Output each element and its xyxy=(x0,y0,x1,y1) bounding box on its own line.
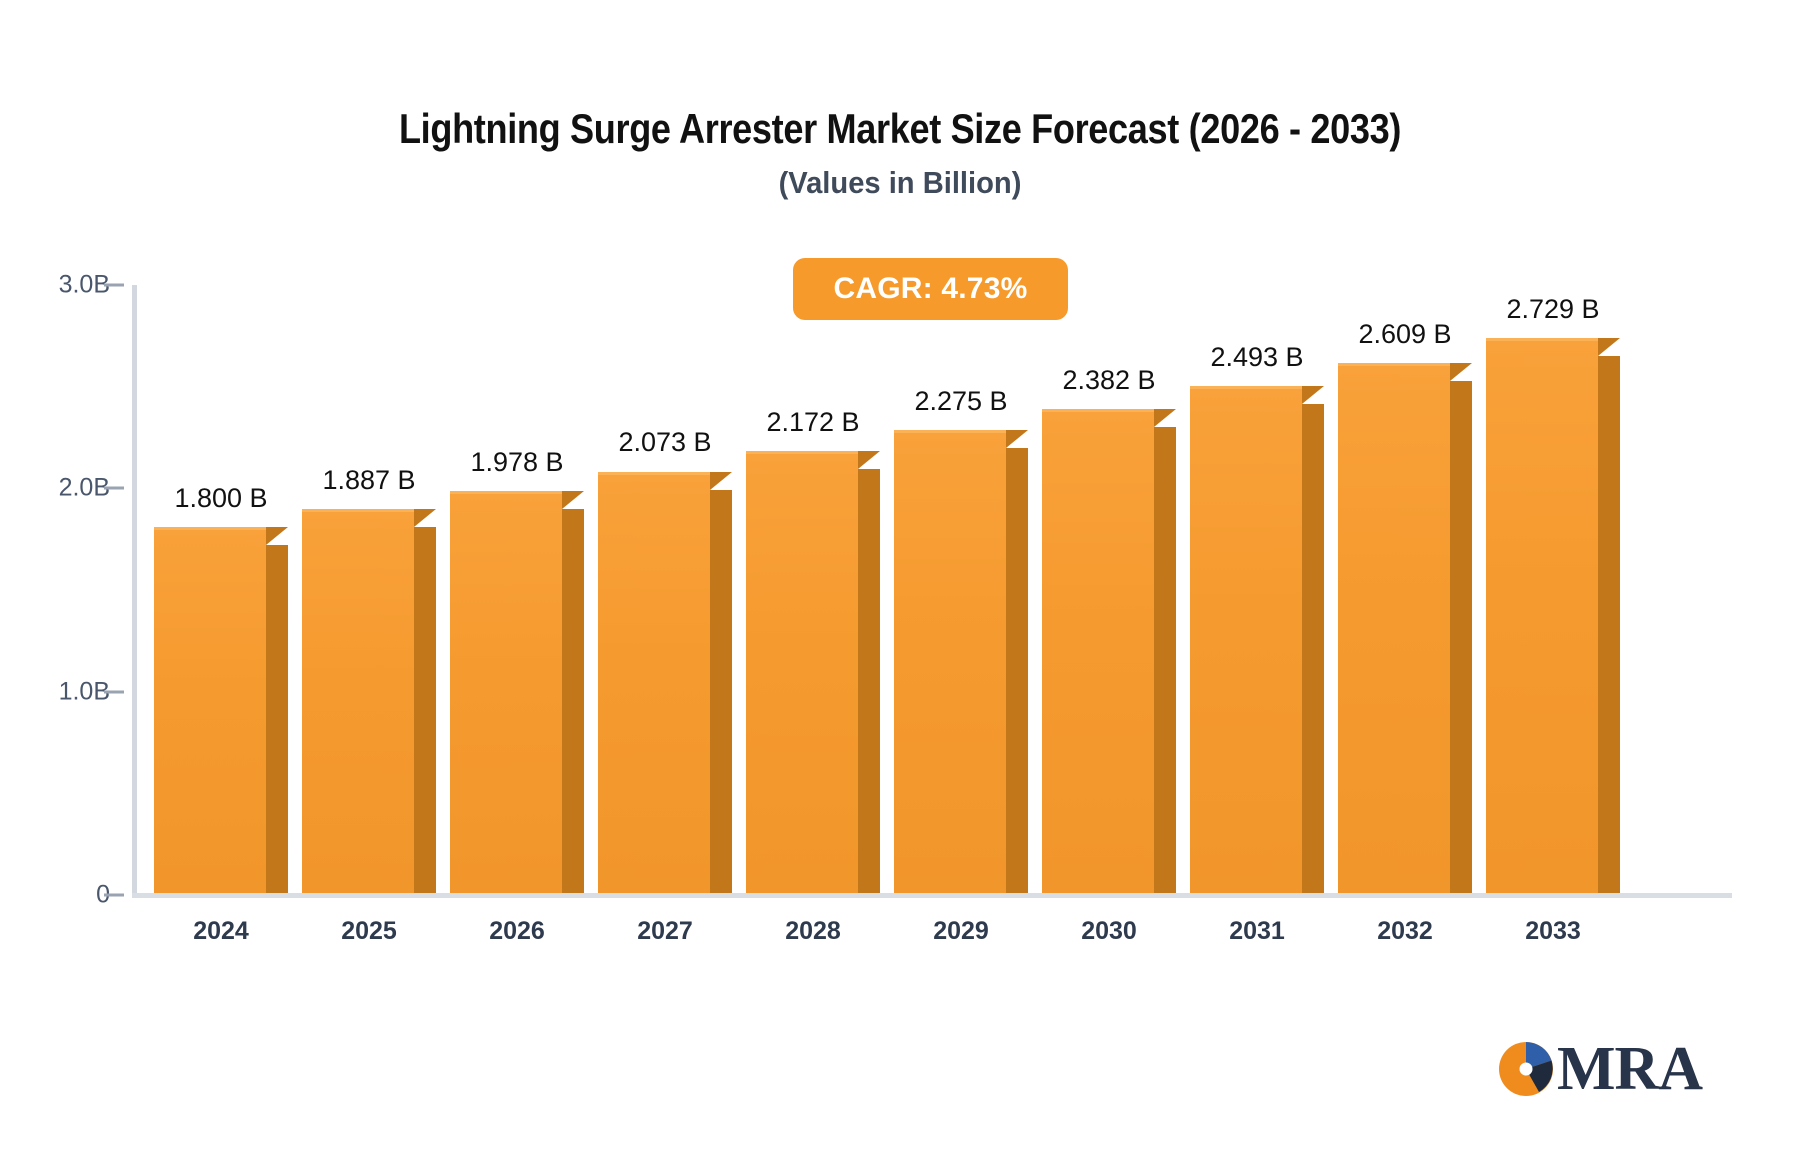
bar-front-face xyxy=(1338,362,1450,893)
x-axis-line xyxy=(132,893,1732,898)
bar[interactable] xyxy=(1042,408,1176,893)
bar[interactable] xyxy=(302,509,436,893)
bar-bevel xyxy=(1598,338,1620,357)
bar-front-face xyxy=(1190,386,1302,893)
y-axis-tick-label: 3.0B xyxy=(58,270,110,299)
bar-bevel xyxy=(414,509,436,528)
x-axis-tick-label: 2032 xyxy=(1377,917,1433,945)
bar[interactable] xyxy=(1190,386,1324,893)
y-axis-tick-label: 0 xyxy=(0,881,110,910)
bar[interactable] xyxy=(1338,362,1472,893)
bar[interactable] xyxy=(598,471,732,893)
y-axis-tick-mark xyxy=(104,486,124,490)
bar-front-face xyxy=(1042,408,1154,893)
bar-value-label: 1.800 B xyxy=(174,483,268,513)
bar-value-label: 2.493 B xyxy=(1210,342,1304,373)
bar-side-panel xyxy=(1598,356,1620,893)
x-axis-tick-label: 2026 xyxy=(489,917,545,945)
bar-value-label: 1.978 B xyxy=(470,446,564,477)
x-axis-tick-label: 2024 xyxy=(193,917,249,945)
bar-top-highlight xyxy=(302,509,414,513)
x-axis-tick-label: 2030 xyxy=(1081,917,1137,945)
bar-front-face xyxy=(598,471,710,893)
bar[interactable] xyxy=(746,451,880,893)
bar-front-face xyxy=(1486,338,1598,893)
x-axis-tick-label: 2028 xyxy=(785,917,841,945)
bar[interactable] xyxy=(450,490,584,893)
cagr-badge-label: CAGR: 4.73% xyxy=(833,272,1028,305)
y-axis-tick-mark xyxy=(104,283,124,287)
bar[interactable] xyxy=(894,430,1028,893)
bar-top-highlight xyxy=(450,490,562,494)
plot-area xyxy=(132,285,1732,898)
x-axis-tick-label: 2027 xyxy=(637,917,693,945)
bar-side-panel xyxy=(266,545,288,893)
bar-top-highlight xyxy=(1042,408,1154,412)
bar-bevel xyxy=(562,490,584,509)
bar-bevel xyxy=(1006,430,1028,449)
bar-top-highlight xyxy=(598,471,710,475)
bar-top-highlight xyxy=(1338,362,1450,366)
y-axis-line xyxy=(132,285,137,895)
bar-top-highlight xyxy=(1486,338,1598,342)
bar-bevel xyxy=(710,471,732,490)
mra-logo: MRA xyxy=(1497,1035,1703,1103)
bar-side-panel xyxy=(710,489,732,893)
y-axis-tick-mark xyxy=(104,690,124,694)
x-axis-tick-label: 2025 xyxy=(341,917,397,945)
bar-front-face xyxy=(894,430,1006,893)
bar-side-panel xyxy=(414,527,436,893)
bar-bevel xyxy=(1154,408,1176,427)
bar-front-face xyxy=(746,451,858,893)
y-axis-tick-label: 1.0B xyxy=(58,677,110,706)
bar-front-face xyxy=(450,490,562,893)
bar-top-highlight xyxy=(894,430,1006,434)
chart-subtitle: (Values in Billion) xyxy=(778,165,1022,200)
bar-value-label: 2.609 B xyxy=(1358,318,1452,349)
bar-bevel xyxy=(1450,362,1472,381)
bar-value-label: 1.887 B xyxy=(322,465,416,496)
bar-side-panel xyxy=(1006,448,1028,893)
x-axis-tick-label: 2033 xyxy=(1525,917,1581,945)
bar-value-label: 2.275 B xyxy=(914,386,1008,417)
bar[interactable] xyxy=(154,527,288,893)
bar-value-label: 2.729 B xyxy=(1506,294,1600,325)
bar-front-face xyxy=(154,527,266,893)
bar-value-label: 2.073 B xyxy=(618,427,712,458)
x-axis-tick-label: 2029 xyxy=(933,917,989,945)
pie-chart-icon xyxy=(1497,1040,1555,1098)
bar-side-panel xyxy=(1154,426,1176,893)
bar-bevel xyxy=(858,451,880,470)
bar-top-highlight xyxy=(746,451,858,455)
bar-value-label: 2.382 B xyxy=(1062,364,1156,395)
bar-side-panel xyxy=(858,469,880,893)
y-axis-tick-label: 2.0B xyxy=(58,473,110,502)
bar-bevel xyxy=(266,527,288,545)
chart-title: Lightning Surge Arrester Market Size For… xyxy=(398,105,1402,152)
y-axis-tick-mark xyxy=(104,893,124,897)
x-axis-tick-label: 2031 xyxy=(1229,917,1285,945)
bar-side-panel xyxy=(562,508,584,893)
bar-bevel xyxy=(1302,386,1324,405)
bar-side-panel xyxy=(1450,380,1472,893)
bar-side-panel xyxy=(1302,404,1324,893)
logo-text: MRA xyxy=(1557,1035,1703,1103)
bar-value-label: 2.172 B xyxy=(766,407,860,438)
bar-front-face xyxy=(302,509,414,893)
bar-top-highlight xyxy=(154,527,266,530)
bar[interactable] xyxy=(1486,338,1620,893)
bar-top-highlight xyxy=(1190,386,1302,390)
cagr-badge: CAGR: 4.73% xyxy=(793,258,1068,320)
